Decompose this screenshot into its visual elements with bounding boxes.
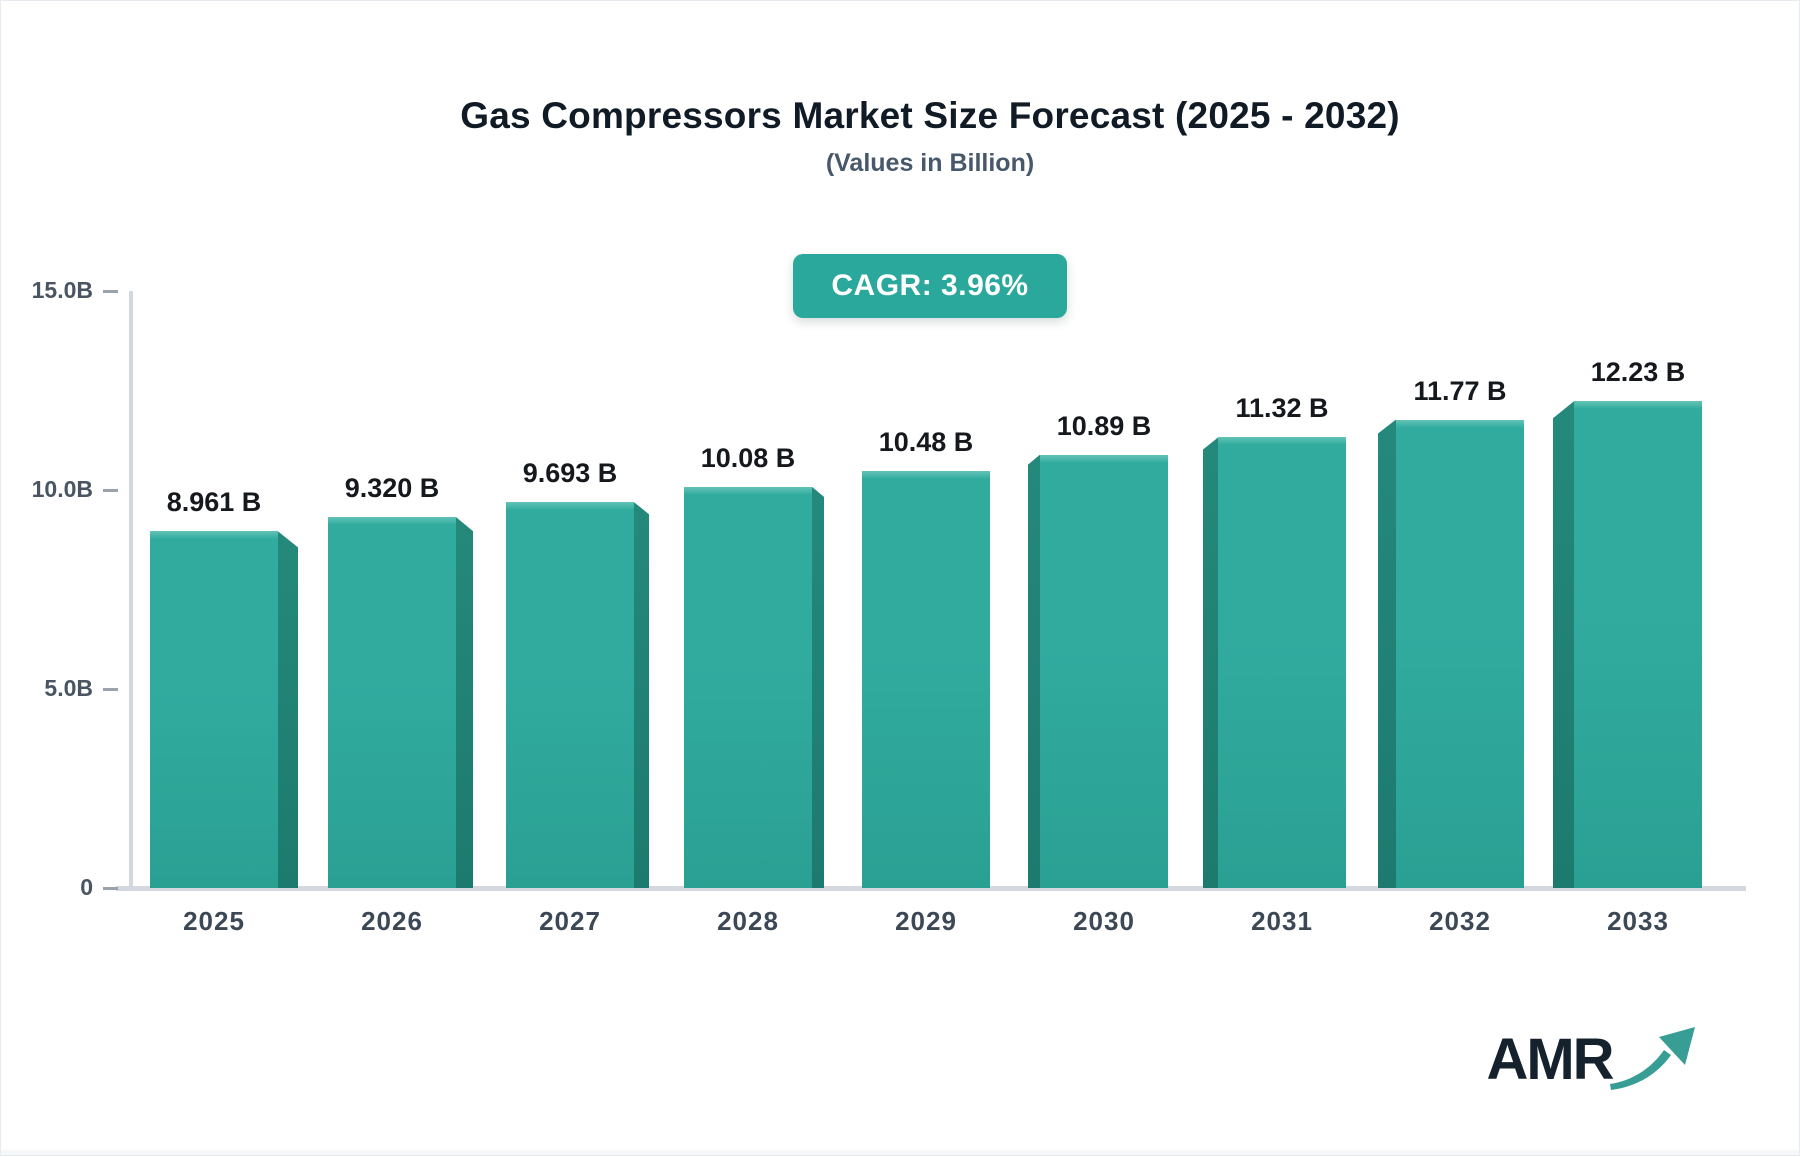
bar-value-label: 12.23 B <box>1590 357 1686 388</box>
bar-face <box>1574 401 1702 888</box>
bar-side <box>634 502 649 888</box>
bar-value-label: 8.961 B <box>166 487 262 518</box>
bar-value-label: 9.693 B <box>522 458 618 489</box>
bar-side <box>1203 437 1218 888</box>
y-tick-label: 15.0B <box>31 277 93 303</box>
chart-title: Gas Compressors Market Size Forecast (20… <box>460 95 1400 136</box>
cagr-badge: CAGR: 3.96% <box>793 254 1067 318</box>
bar-face <box>1040 454 1168 888</box>
x-tick-label: 2032 <box>1429 906 1491 936</box>
bar-side <box>278 531 298 888</box>
bar-face <box>1218 437 1346 888</box>
x-tick-label: 2026 <box>361 906 423 936</box>
y-tick-label: 10.0B <box>31 476 93 502</box>
y-tick-dash <box>103 688 118 691</box>
amr-logo: AMR <box>1486 1023 1701 1097</box>
bar-value-label: 10.48 B <box>878 426 974 457</box>
bottom-border <box>1 1150 1799 1155</box>
x-axis-line <box>116 886 1746 891</box>
y-tick-dash <box>103 887 118 890</box>
bar-side <box>456 517 473 888</box>
x-tick-label: 2033 <box>1607 906 1669 936</box>
y-axis-line <box>129 291 133 891</box>
x-tick-label: 2029 <box>895 906 957 936</box>
bar-value-label: 11.32 B <box>1235 393 1329 424</box>
x-tick-label: 2027 <box>539 906 601 936</box>
bar-value-label: 9.320 B <box>344 473 440 504</box>
y-tick-dash <box>103 489 118 492</box>
chart-subtitle: (Values in Billion) <box>825 149 1035 177</box>
amr-logo-text: AMR <box>1486 1027 1614 1092</box>
x-tick-label: 2025 <box>183 906 245 936</box>
bar-side <box>1378 419 1396 888</box>
y-tick-label: 5.0B <box>44 675 93 701</box>
bar-side <box>1553 401 1574 888</box>
bar-value-label: 11.77 B <box>1413 375 1507 406</box>
bar-face <box>150 531 278 888</box>
bar-value-label: 10.89 B <box>1056 410 1152 441</box>
x-tick-label: 2028 <box>717 906 779 936</box>
bar-face <box>684 486 812 888</box>
bar-side <box>812 486 824 888</box>
growth-arrow-icon <box>1609 1023 1701 1106</box>
bar-face <box>506 502 634 888</box>
bar-value-label: 10.08 B <box>700 442 796 473</box>
y-tick-dash <box>103 290 118 293</box>
x-tick-label: 2030 <box>1073 906 1135 936</box>
bar-face <box>1396 419 1524 888</box>
bar-side <box>1028 454 1040 888</box>
bar-face <box>328 517 456 888</box>
bar-face <box>862 470 990 888</box>
cagr-badge-row: CAGR: 3.96% <box>61 254 1799 318</box>
y-tick-label: 0 <box>80 874 93 900</box>
x-tick-label: 2031 <box>1251 906 1313 936</box>
